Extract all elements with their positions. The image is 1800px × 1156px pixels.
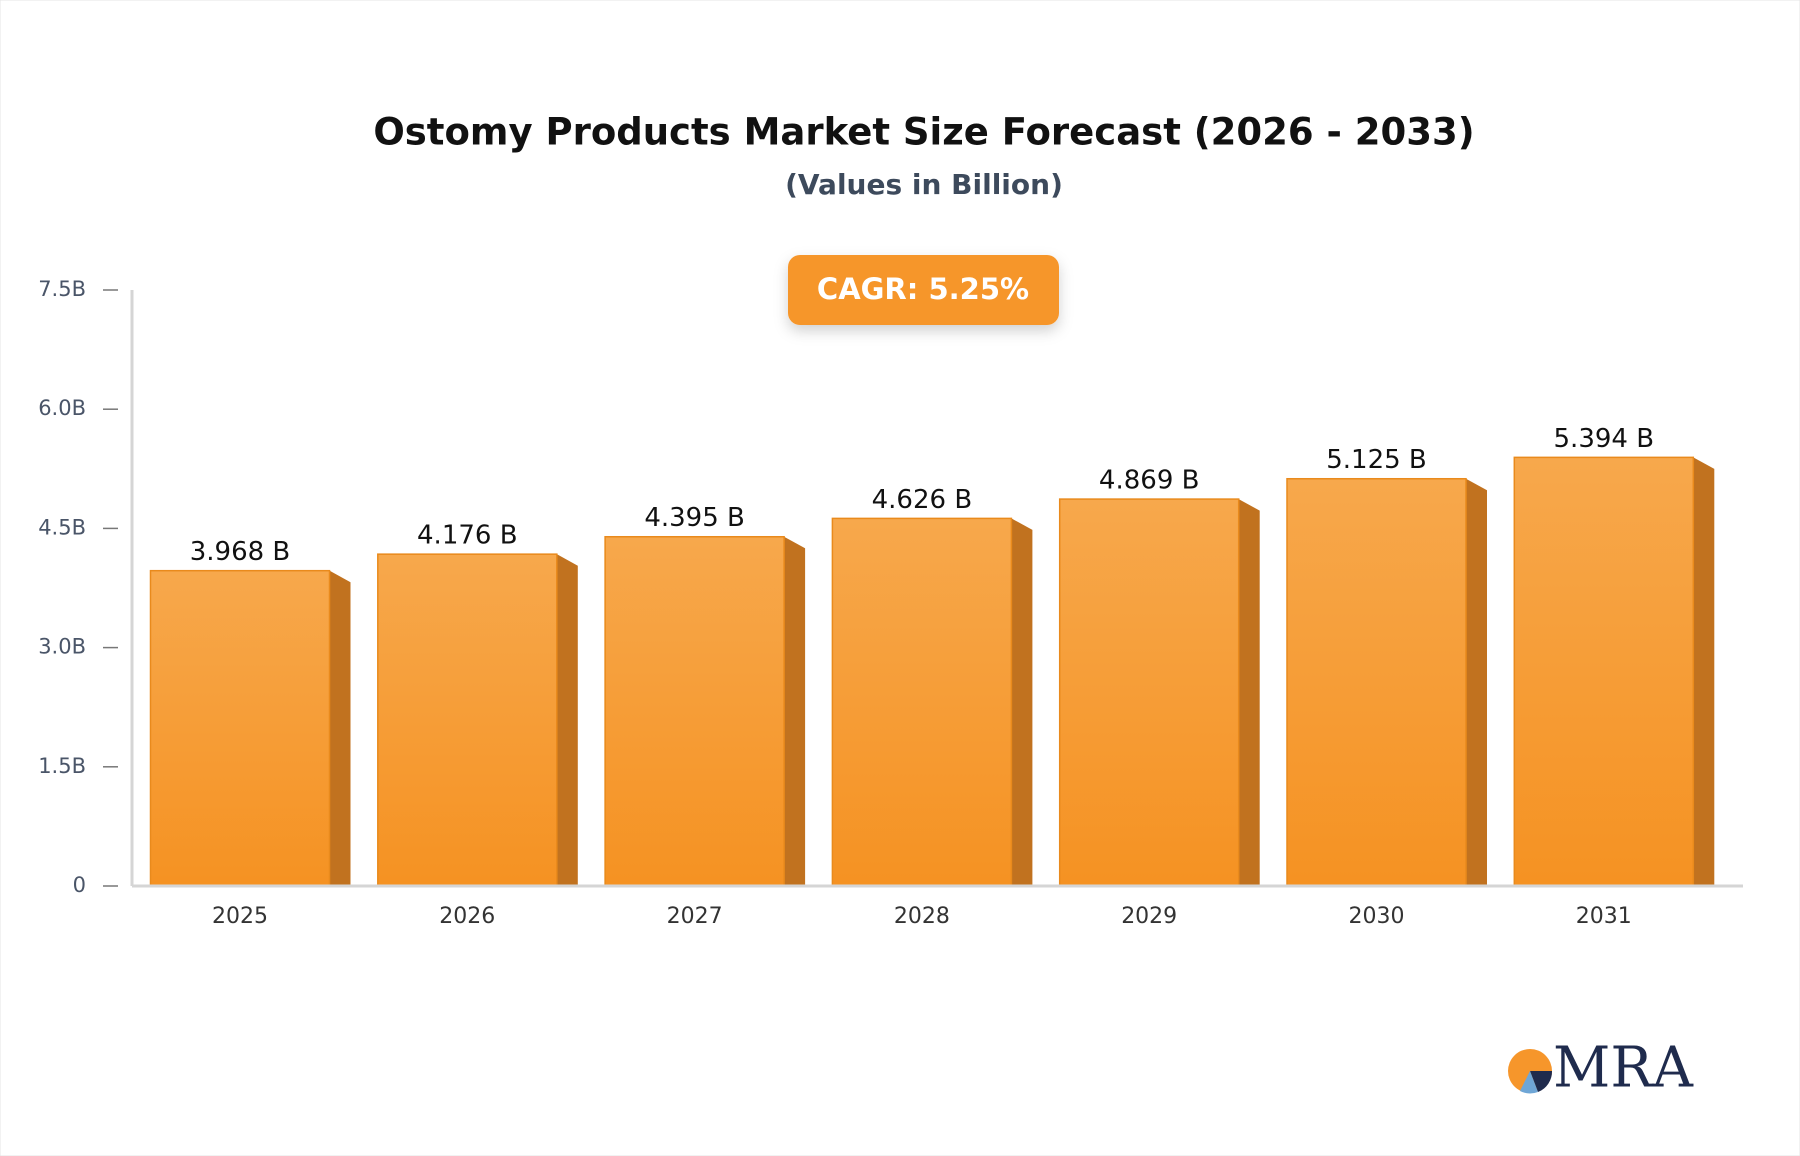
value-label: 5.125 B (1326, 445, 1427, 475)
y-tick-label: 3.0B (38, 635, 86, 659)
x-tick-label: 2030 (1349, 904, 1405, 929)
y-tick-label: 7.5B (38, 277, 86, 301)
cagr-badge: CAGR: 5.25% (788, 255, 1059, 325)
x-tick-label: 2026 (439, 904, 495, 929)
value-label: 4.626 B (872, 485, 973, 515)
logo-slice (1520, 1071, 1538, 1094)
bar-side (556, 554, 578, 886)
bar (831, 517, 1013, 887)
logo-slice (1530, 1071, 1553, 1092)
bar (377, 553, 558, 887)
bar-side (329, 570, 351, 886)
bar-side (1693, 457, 1715, 886)
value-label: 5.394 B (1554, 424, 1655, 454)
logo: MRA (1508, 1036, 1694, 1101)
x-tick-label: 2031 (1576, 904, 1632, 929)
y-tick-label: 4.5B (38, 515, 86, 539)
y-tick-label: 0 (73, 873, 86, 897)
bar (1058, 498, 1240, 887)
bar (1286, 477, 1467, 887)
logo-text: MRA (1553, 1036, 1694, 1101)
bar (149, 569, 331, 887)
chart-title: Ostomy Products Market Size Forecast (20… (373, 111, 1474, 154)
bar (1513, 456, 1695, 887)
x-tick-label: 2029 (1121, 904, 1177, 929)
bar-side (784, 536, 806, 886)
bar-side (1238, 499, 1260, 886)
x-tick-label: 2028 (894, 904, 950, 929)
bar (604, 535, 785, 887)
y-tick-label: 1.5B (38, 754, 86, 778)
badge-bg (788, 255, 1059, 325)
value-label: 3.968 B (190, 537, 291, 567)
x-tick-label: 2027 (667, 904, 723, 929)
bar-side (1466, 478, 1487, 886)
badge-text: CAGR: 5.25% (817, 272, 1029, 306)
value-label: 4.176 B (417, 521, 518, 551)
bar-side (1011, 518, 1033, 886)
value-label: 4.869 B (1099, 466, 1200, 496)
value-label: 4.395 B (644, 503, 745, 533)
y-tick-label: 6.0B (38, 396, 86, 420)
x-tick-label: 2025 (212, 904, 268, 929)
chart-subtitle: (Values in Billion) (785, 168, 1063, 201)
